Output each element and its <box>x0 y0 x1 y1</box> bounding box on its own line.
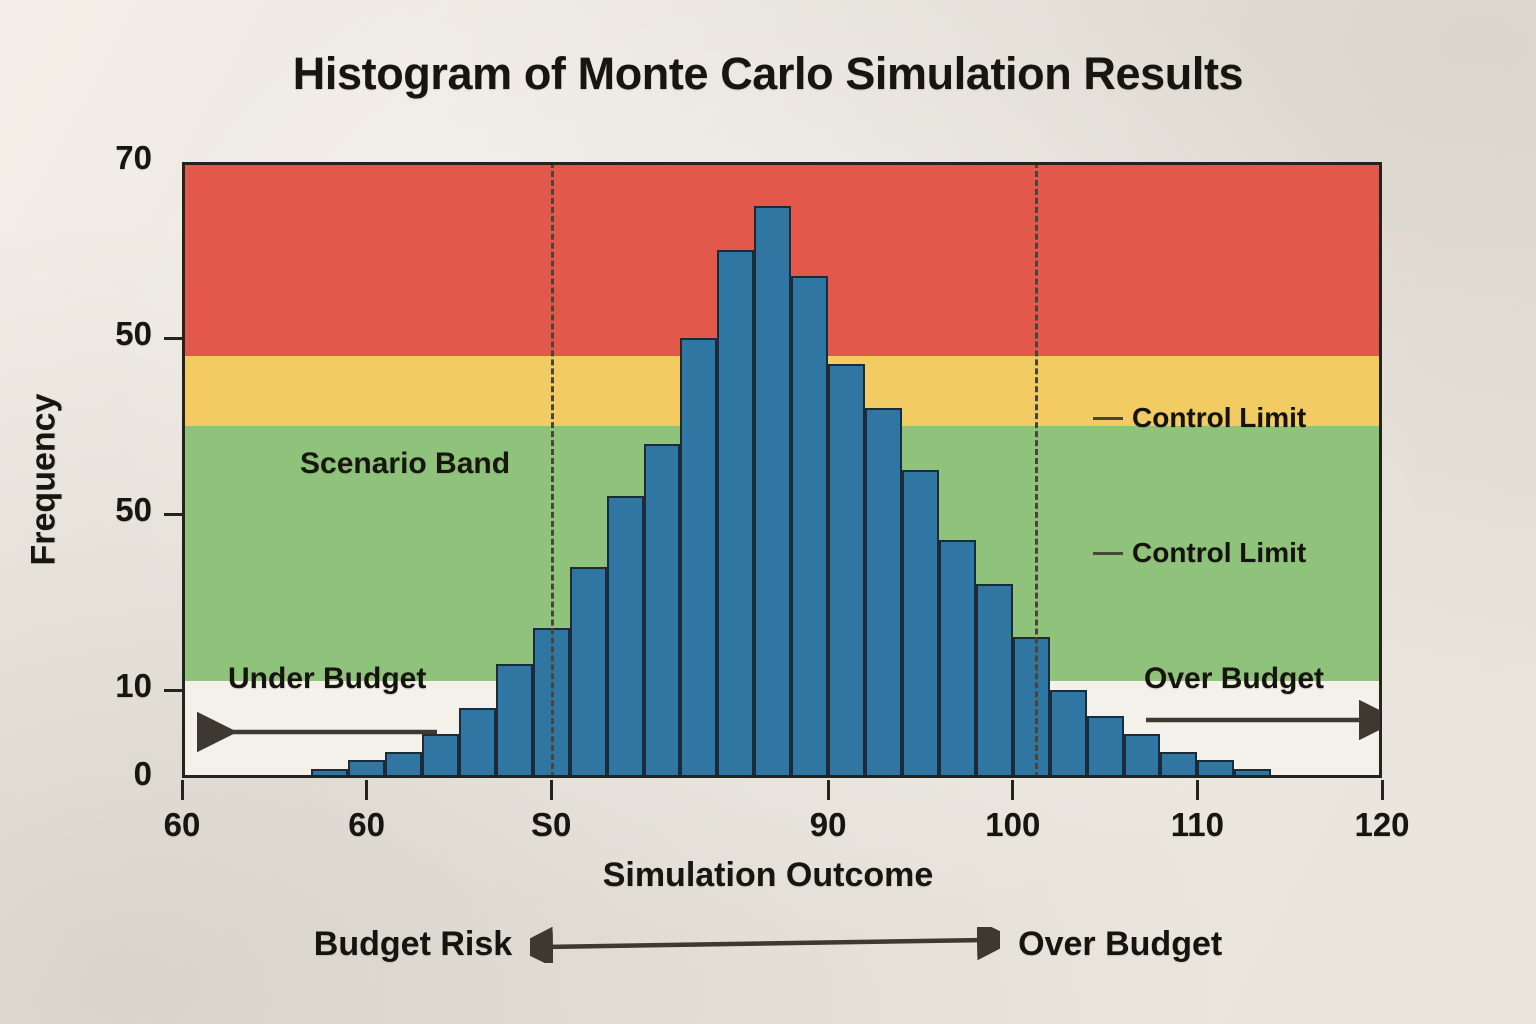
histogram-bar <box>1234 769 1272 778</box>
x-axis-tick-label: 110 <box>1170 806 1224 843</box>
histogram-bar <box>1086 716 1124 778</box>
y-axis-tick <box>164 688 182 692</box>
caption-left-label: Budget Risk <box>313 925 513 963</box>
y-axis-tick <box>164 512 182 516</box>
x-axis-title: Simulation Outcome <box>602 856 934 894</box>
histogram-bar <box>385 751 422 778</box>
x-axis-tick <box>1195 780 1199 800</box>
x-axis-tick <box>1011 780 1015 800</box>
histogram-bar <box>828 364 866 778</box>
x-axis-tick <box>180 780 184 800</box>
histogram-bar <box>975 584 1013 778</box>
histogram-bar <box>938 540 976 778</box>
control-limit-annotation-lower: Control Limit <box>1093 537 1306 569</box>
plot-area <box>182 162 1382 778</box>
histogram-bar <box>311 769 349 778</box>
histogram-bar <box>1197 760 1235 778</box>
control-limit-leader-line <box>1093 416 1123 420</box>
x-axis-tick <box>365 780 369 800</box>
x-axis-tick <box>1380 780 1384 800</box>
control-limit-annotation-upper: Control Limit <box>1093 402 1306 434</box>
budget-risk-double-arrow-icon <box>530 926 1001 963</box>
x-axis-tick-label: 60 <box>163 806 201 843</box>
chart-title: Histogram of Monte Carlo Simulation Resu… <box>292 48 1244 99</box>
histogram-bar <box>1123 734 1161 778</box>
under-budget-arrow-icon <box>197 712 437 752</box>
histogram-bar <box>1012 637 1050 778</box>
histogram-bar <box>348 760 386 778</box>
x-axis-tick-label: 60 <box>348 806 385 843</box>
y-axis-tick-label: 50 <box>115 491 152 528</box>
under-budget-label: Under Budget <box>228 662 427 695</box>
y-axis-title: Frequency <box>24 393 63 566</box>
x-axis-tick-label: 100 <box>985 806 1041 843</box>
y-axis-tick-label: 50 <box>115 315 152 352</box>
histogram-bar <box>569 566 607 778</box>
x-axis-tick <box>826 780 830 800</box>
histogram-bar <box>717 250 755 778</box>
y-axis-tick-label: 70 <box>115 139 152 176</box>
x-axis-tick-label: S0 <box>531 806 572 843</box>
histogram-bar <box>902 470 939 778</box>
control-limit-label: Control Limit <box>1132 402 1307 433</box>
histogram-bar <box>495 663 533 778</box>
over-budget-label: Over Budget <box>1144 662 1325 695</box>
x-axis-tick <box>549 780 553 800</box>
scenario-band-label: Scenario Band <box>300 447 511 480</box>
control-limit-leader-line <box>1093 551 1123 555</box>
control-limit-line <box>551 162 555 778</box>
histogram-bar <box>791 276 829 778</box>
histogram-bar <box>680 338 718 778</box>
over-budget-arrow-icon <box>1146 700 1380 740</box>
histogram-bar <box>865 408 902 778</box>
x-axis-tick-label: 90 <box>809 806 847 843</box>
histogram-bar <box>458 707 496 778</box>
y-axis-tick-label: 10 <box>115 667 152 704</box>
budget-risk-caption: Budget Risk Over Budget <box>0 925 1536 964</box>
caption-right-label: Over Budget <box>1018 925 1223 963</box>
histogram-bar <box>422 734 459 778</box>
y-axis-tick-label: 0 <box>133 755 152 792</box>
histogram-bar <box>643 443 681 778</box>
control-limit-line <box>1034 162 1038 778</box>
histogram-bar <box>1160 751 1198 778</box>
control-limit-label: Control Limit <box>1132 537 1307 568</box>
y-axis-tick <box>164 336 182 340</box>
histogram-bar <box>606 496 644 778</box>
x-axis-tick-label: 120 <box>1354 806 1410 843</box>
histogram-bar <box>1049 690 1087 778</box>
histogram-bar <box>754 206 792 778</box>
